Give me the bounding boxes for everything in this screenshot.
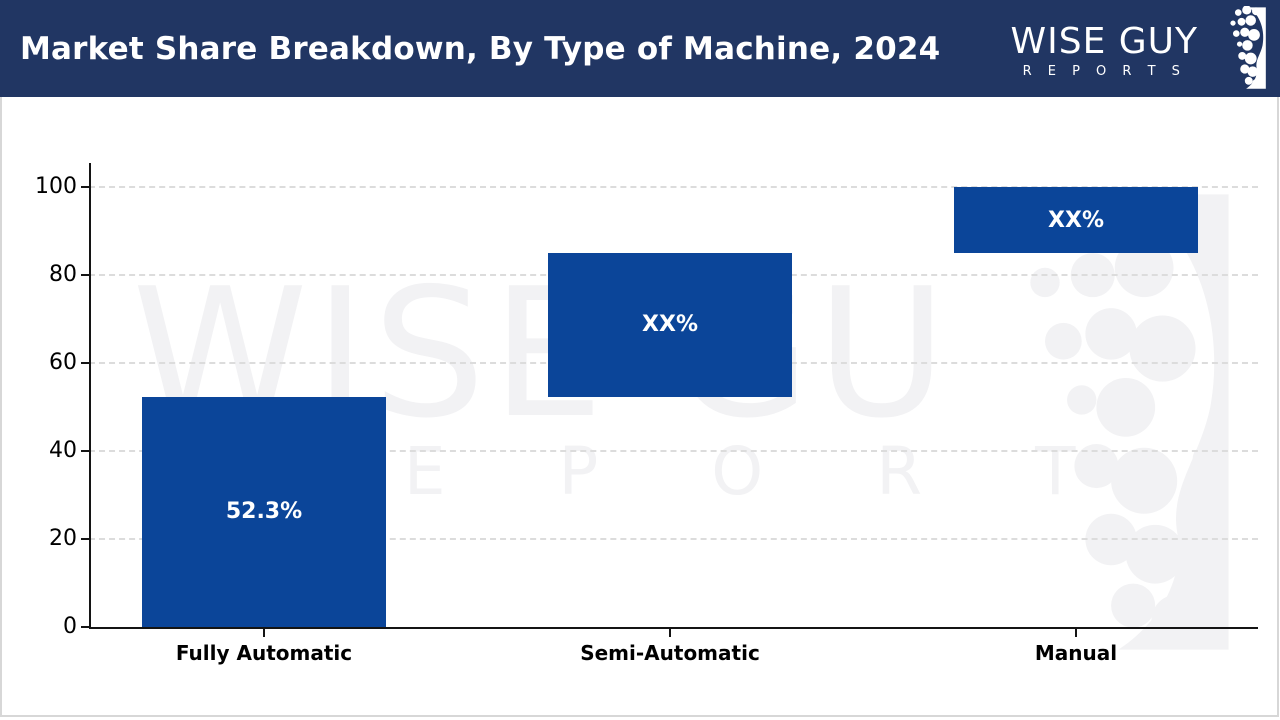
bar-manual: XX% [954, 187, 1198, 253]
bar-value-label: XX% [1048, 207, 1104, 233]
y-tick-label: 20 [49, 526, 77, 551]
bar-fully-automatic: 52.3% [142, 396, 386, 627]
category-label-fully-automatic: Fully Automatic [175, 641, 353, 665]
report-header: Market Share Breakdown, By Type of Machi… [0, 0, 1280, 97]
category-label-manual: Manual [1034, 641, 1118, 665]
y-tick-mark [81, 538, 89, 540]
y-tick-label: 0 [63, 614, 77, 639]
y-tick-mark [81, 450, 89, 452]
y-tick-label: 60 [49, 350, 77, 375]
chart-area: WISE GU R E P O R T S 0 20 40 60 80 100 52.3% X… [0, 97, 1280, 717]
logo-tagline-text: R E P O R T S [1022, 63, 1186, 79]
x-axis-line [89, 627, 1258, 629]
gridline-40 [89, 450, 1258, 452]
x-tick-mark [263, 629, 265, 637]
y-tick-mark [81, 186, 89, 188]
x-tick-mark [669, 629, 671, 637]
bar-value-label: XX% [642, 312, 698, 338]
logo-face-icon [1230, 6, 1266, 89]
x-tick-mark [1075, 629, 1077, 637]
y-axis-line [89, 163, 91, 629]
category-label-semi-automatic: Semi-Automatic [580, 641, 760, 665]
gridline-100 [89, 186, 1258, 188]
logo-wordmark: WISE GUY R E P O R T S [1011, 22, 1199, 79]
y-tick-label: 80 [49, 262, 77, 287]
y-tick-mark [81, 274, 89, 276]
bar-value-label: 52.3% [225, 499, 303, 525]
y-tick-mark [81, 626, 89, 628]
gridline-20 [89, 538, 1258, 540]
y-tick-mark [81, 362, 89, 364]
y-tick-label: 40 [49, 438, 77, 463]
y-tick-label: 100 [35, 174, 77, 199]
logo-wordmark-text: WISE GUY [1010, 21, 1198, 62]
bar-semi-automatic: XX% [548, 253, 792, 397]
page-title: Market Share Breakdown, By Type of Machi… [20, 30, 941, 67]
watermark-face-icon [1030, 187, 1229, 650]
watermark-tagline: R E P O R T S [245, 433, 1277, 510]
wise-guy-logo: WISE GUY R E P O R T S [1011, 0, 1266, 97]
